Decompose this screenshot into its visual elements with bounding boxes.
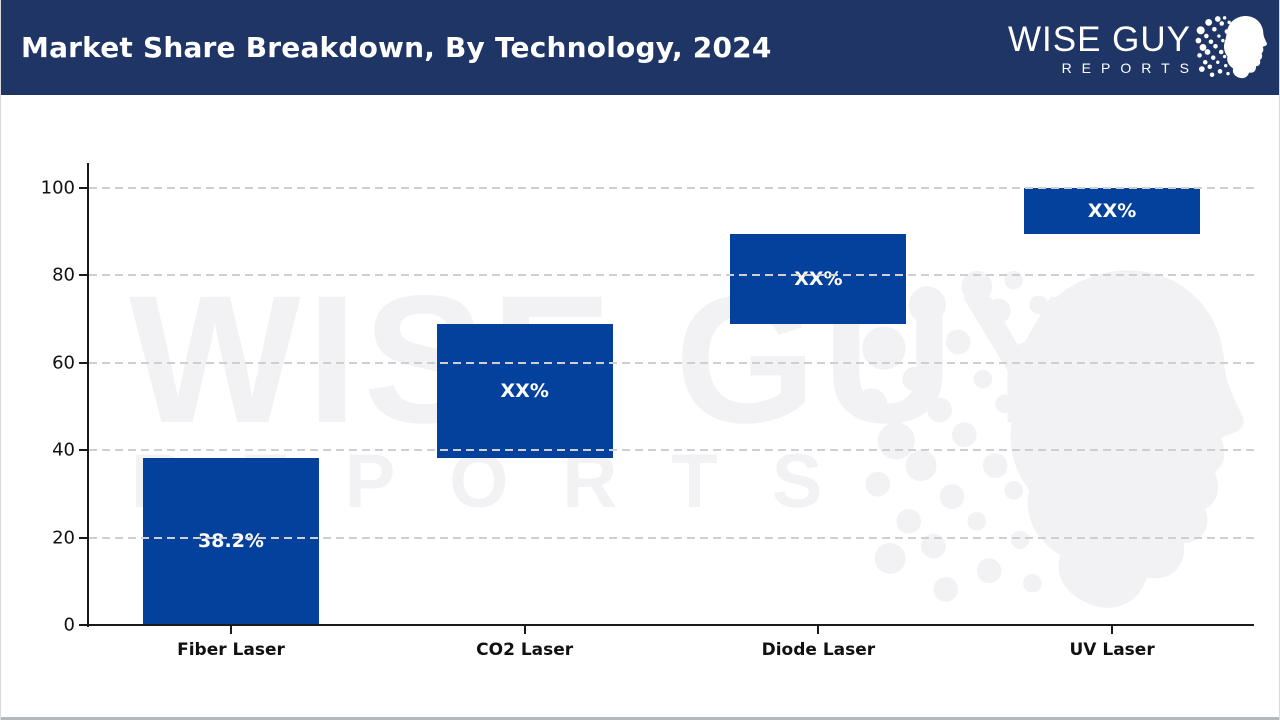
logo-wordmark: WISE GUY: [1007, 19, 1191, 59]
logo-text: WISE GUY REPORTS: [1007, 22, 1191, 75]
header-bar: Market Share Breakdown, By Technology, 2…: [1, 0, 1279, 95]
y-tick-label-80: 80: [52, 264, 75, 286]
y-tick-100: [79, 186, 87, 189]
page-title: Market Share Breakdown, By Technology, 2…: [21, 31, 772, 64]
bottom-border: [1, 717, 1279, 720]
y-tick-80: [79, 274, 87, 276]
y-tick-0: [79, 624, 87, 626]
x-tick-uv-laser: [1111, 626, 1114, 634]
x-tick-label-fiber-laser: Fiber Laser: [177, 640, 285, 660]
x-axis-spine: [86, 624, 1254, 626]
y-tick-40: [79, 449, 87, 451]
logo-subtitle: REPORTS: [1061, 59, 1199, 76]
gridline-80: [89, 274, 1256, 276]
gridline-100: [89, 186, 1256, 189]
y-tick-label-40: 40: [52, 439, 75, 461]
gridline-20: [89, 536, 1256, 539]
x-tick-label-diode-laser: Diode Laser: [761, 640, 876, 660]
y-tick-label-100: 100: [40, 177, 75, 198]
gridline-40: [89, 449, 1256, 451]
bar-value-label: XX%: [500, 379, 549, 402]
y-tick-label-0: 0: [63, 614, 75, 636]
bar-value-label: XX%: [794, 267, 843, 290]
x-tick-label-co2-laser: CO2 Laser: [476, 640, 574, 660]
wise-guy-head-icon: [1195, 16, 1267, 79]
x-tick-diode-laser: [817, 626, 820, 634]
bar-fiber-laser: 38.2%: [143, 457, 319, 625]
bar-co2-laser: XX%: [436, 324, 613, 458]
x-tick-label-uv-laser: UV Laser: [1069, 640, 1155, 660]
gridline-60: [89, 361, 1256, 364]
y-tick-label-20: 20: [52, 527, 75, 548]
y-tick-60: [79, 361, 87, 364]
x-tick-fiber-laser: [230, 626, 232, 634]
bar-value-label: 38.2%: [198, 530, 264, 553]
y-tick-label-60: 60: [52, 352, 75, 373]
bar-value-label: XX%: [1087, 199, 1137, 222]
logo: WISE GUY REPORTS: [1007, 6, 1269, 90]
y-axis-spine: [87, 163, 89, 627]
bar-diode-laser: XX%: [730, 233, 907, 324]
y-tick-20: [79, 536, 87, 539]
x-tick-co2-laser: [523, 626, 526, 634]
bar-uv-laser: XX%: [1024, 187, 1201, 234]
